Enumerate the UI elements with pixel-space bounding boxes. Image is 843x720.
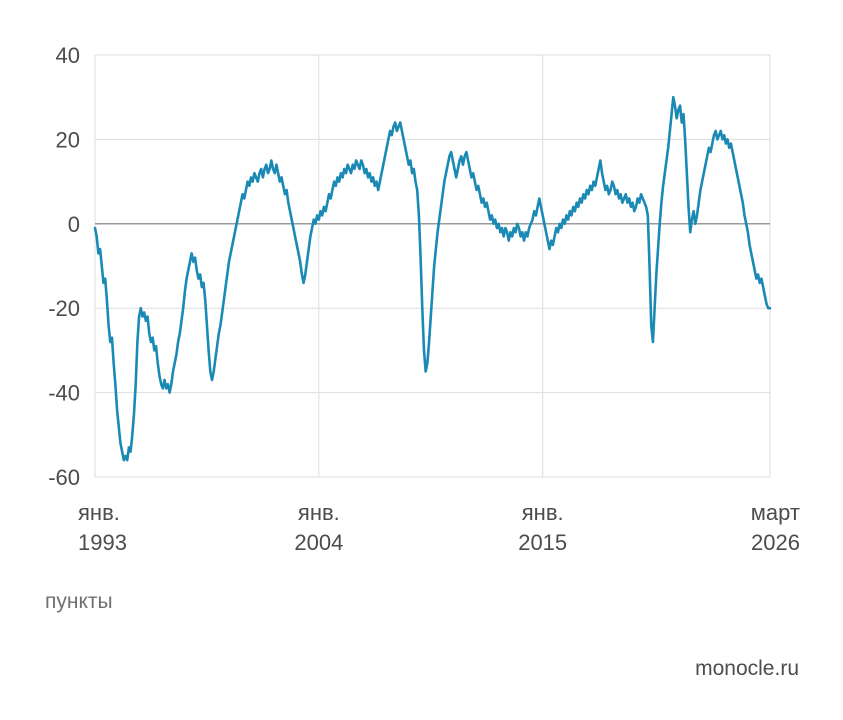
x-tick-label: 1993 <box>78 530 127 555</box>
series-line <box>93 95 772 462</box>
y-tick-label: -20 <box>48 296 80 321</box>
x-tick-label: март <box>751 500 800 525</box>
x-tick-label: 2026 <box>751 530 800 555</box>
x-tick-label: 2004 <box>294 530 343 555</box>
x-tick-label: янв. <box>78 500 120 525</box>
x-tick-label: янв. <box>298 500 340 525</box>
y-tick-label: -40 <box>48 381 80 406</box>
y-tick-label: 0 <box>68 212 80 237</box>
x-tick-label: янв. <box>522 500 564 525</box>
index-line-chart: 40 20 0 -20 -40 -60 янв. 1993 янв. 2004 янв. 2015 ма… <box>48 43 800 555</box>
y-tick-label: 40 <box>56 43 80 68</box>
source-watermark: monocle.ru <box>695 657 799 680</box>
units-caption: пункты <box>45 590 113 613</box>
x-tick-label: 2015 <box>518 530 567 555</box>
y-tick-label: 20 <box>56 127 80 152</box>
y-tick-label: -60 <box>48 465 80 490</box>
